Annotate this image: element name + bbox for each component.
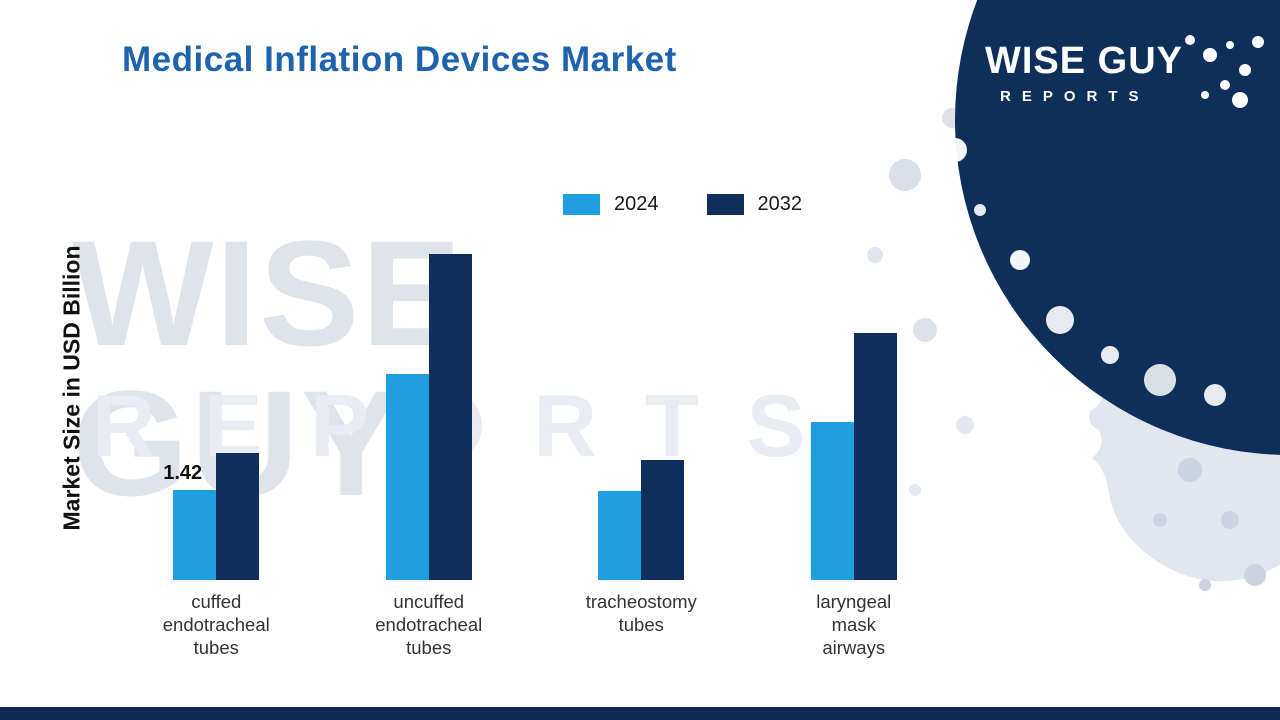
bar-plot: 1.42	[110, 200, 960, 580]
bar-2024-2	[598, 491, 642, 580]
brand-head-graphic	[867, 0, 1280, 591]
brand-dots	[943, 35, 1264, 406]
legend-item-2032: 2032	[706, 193, 803, 216]
category-label-3: laryngeal mask airways	[816, 591, 892, 659]
legend-item-2024: 2024	[563, 193, 659, 216]
footer-bar	[0, 707, 1280, 720]
bar-2032-2	[641, 459, 685, 580]
wiseguy-logo-reports: REPORTS	[1000, 88, 1150, 105]
legend-swatch-2024	[563, 194, 600, 215]
page-title: Medical Inflation Devices Market	[122, 40, 677, 79]
bar-value-label: 1.42	[163, 462, 203, 485]
bar-group-0: 1.42	[110, 200, 323, 580]
bar-group-2	[535, 200, 748, 580]
dots-pattern	[867, 108, 974, 496]
bar-2032-1	[428, 253, 472, 580]
bar-group-1	[323, 200, 536, 580]
brand-navy-circle	[955, 0, 1280, 455]
wiseguy-branding: WISE GUY REPORTS	[860, 0, 1280, 620]
wiseguy-logo: WISE GUY	[985, 40, 1184, 82]
category-label-2: tracheostomy tubes	[585, 591, 697, 636]
watermark-wiseguy-text: WISE GUY	[72, 209, 464, 527]
category-labels: cuffed endotracheal tubes uncuffed endotr…	[110, 590, 960, 659]
trailing-dots	[1153, 458, 1266, 591]
legend-label-2032: 2032	[757, 193, 803, 215]
category-label-1: uncuffed endotracheal tubes	[375, 591, 483, 659]
bar-2024-0: 1.42	[163, 462, 217, 580]
bar-2024-3	[810, 421, 854, 580]
category-label-0: cuffed endotracheal tubes	[162, 591, 270, 659]
y-axis-label: Market Size in USD Billion	[58, 245, 85, 531]
bar-2032-3	[853, 333, 897, 580]
legend: 2024 2032	[563, 193, 802, 216]
legend-label-2024: 2024	[614, 193, 659, 215]
legend-swatch-2032	[706, 194, 744, 215]
bar-2024-1	[385, 374, 429, 580]
bar-group-3	[748, 200, 961, 580]
bar-2032-0	[216, 453, 260, 580]
